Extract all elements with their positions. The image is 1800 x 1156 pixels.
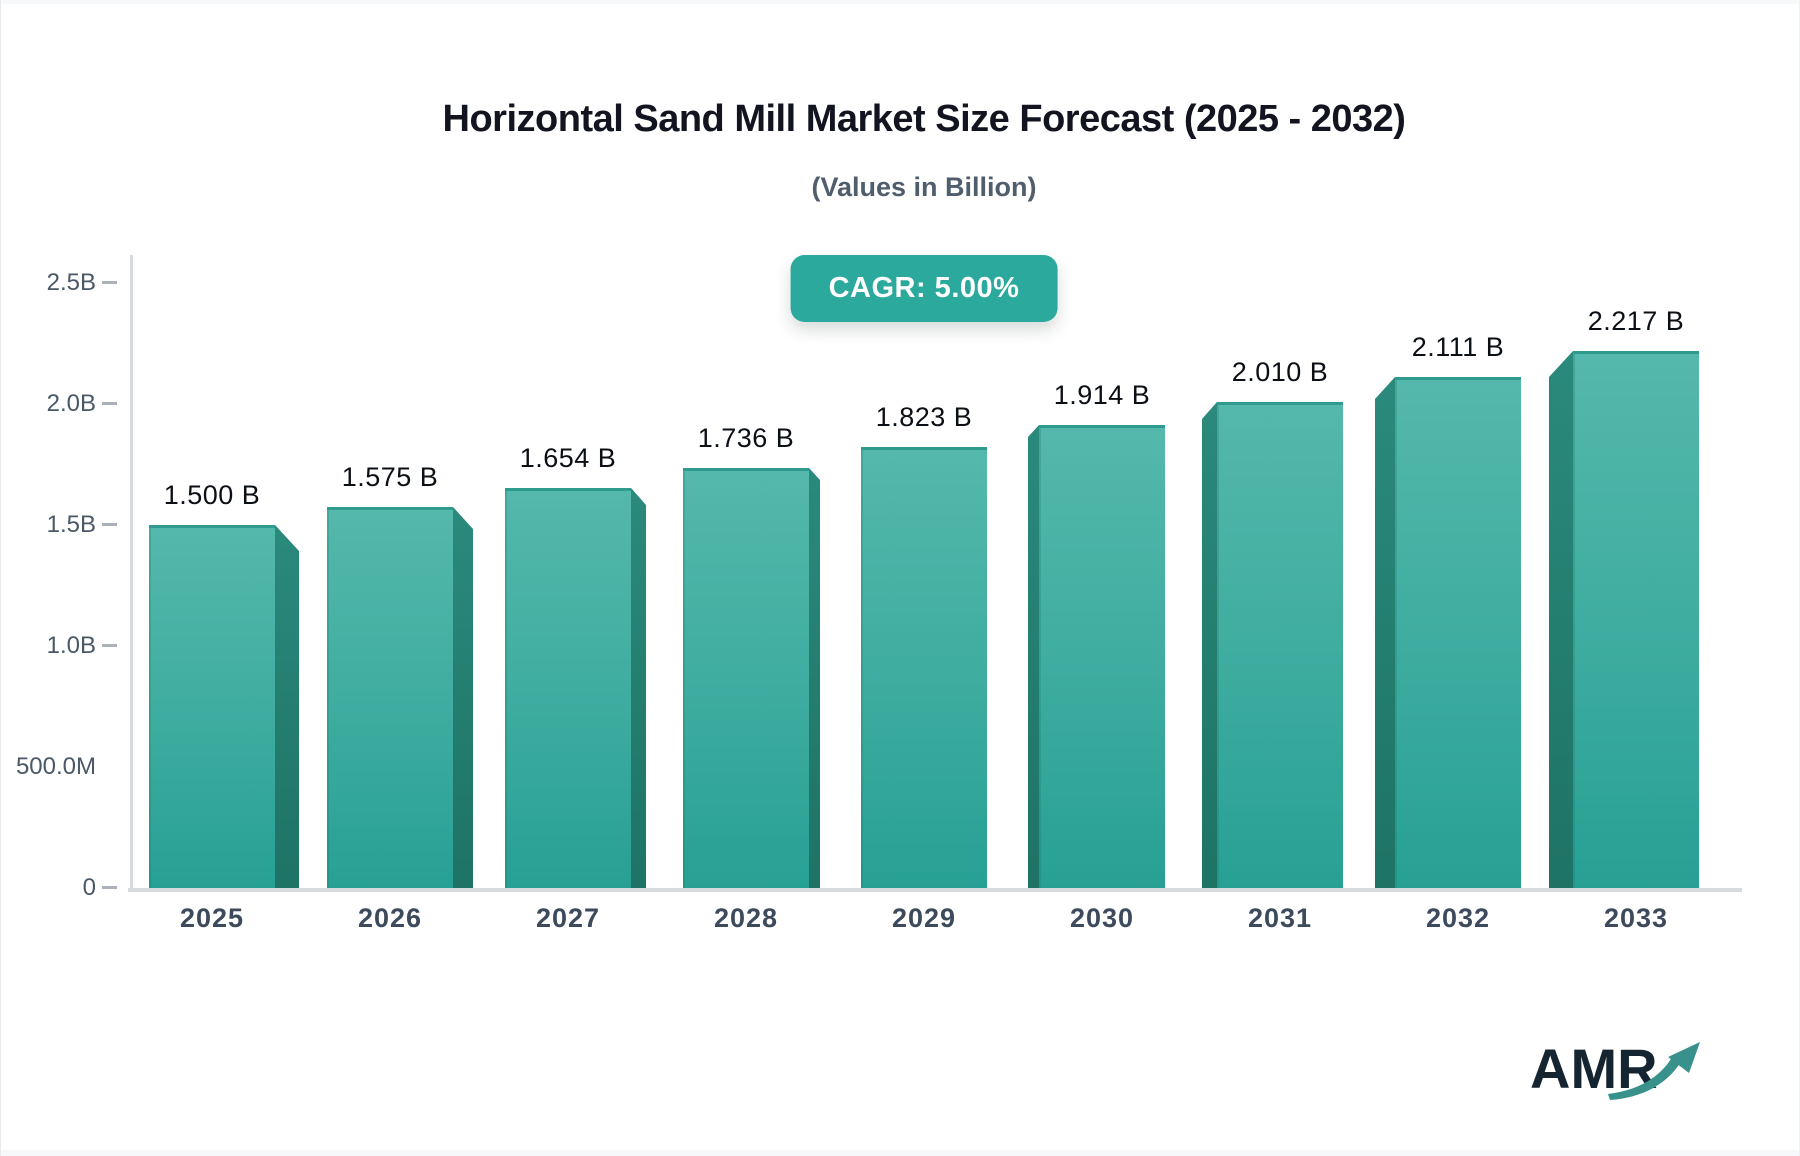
- bar-value-label: 2.217 B: [1587, 306, 1685, 336]
- y-axis-tick: [102, 886, 117, 889]
- page-edge-left: [0, 0, 1, 1156]
- x-axis-line: [128, 888, 1742, 892]
- x-axis-label-2029: 2029: [891, 903, 957, 933]
- bar-value-label: 1.736 B: [697, 423, 795, 453]
- bar-2025: [149, 525, 275, 888]
- bar-2032: [1395, 377, 1521, 888]
- bar-value-label: 1.914 B: [1053, 380, 1151, 410]
- bar-2030: [1039, 425, 1165, 888]
- cagr-badge: CAGR: 5.00%: [790, 255, 1058, 322]
- chart-subtitle: (Values in Billion): [811, 172, 1037, 202]
- bar-3d-side-2026: [453, 507, 473, 888]
- y-axis-label: 0: [82, 874, 96, 901]
- x-axis-label-2030: 2030: [1069, 903, 1135, 933]
- y-axis-tick: [102, 281, 117, 284]
- bar-value-label: 1.823 B: [875, 402, 973, 432]
- page-edge-bottom: [0, 1150, 1800, 1156]
- bar-3d-side-2030: [1028, 425, 1039, 888]
- amr-logo: AMR: [1530, 1038, 1730, 1118]
- y-axis-label: 1.5B: [46, 511, 96, 538]
- bar-3d-side-2027: [631, 488, 646, 888]
- bar-value-label: 1.500 B: [163, 480, 261, 510]
- bar-2026: [327, 507, 453, 888]
- page-edge-top: [0, 0, 1800, 4]
- bar-value-label: 2.111 B: [1411, 332, 1505, 362]
- bar-value-label: 1.654 B: [519, 443, 617, 473]
- bar-2028: [683, 468, 809, 888]
- x-axis-label-2027: 2027: [535, 903, 601, 933]
- y-axis-line: [130, 255, 133, 892]
- bar-2033: [1573, 351, 1699, 888]
- y-axis-label: 2.5B: [46, 269, 96, 296]
- y-axis-tick: [102, 644, 117, 647]
- bar-3d-side-2033: [1549, 351, 1573, 888]
- bar-2031: [1217, 402, 1343, 888]
- y-axis-tick: [102, 523, 117, 526]
- x-axis-label-2026: 2026: [357, 903, 423, 933]
- chart-title: Horizontal Sand Mill Market Size Forecas…: [442, 98, 1406, 140]
- bar-2029: [861, 447, 987, 888]
- bar-3d-side-2031: [1202, 402, 1217, 888]
- y-axis-label: 2.0B: [46, 390, 96, 417]
- growth-arrow-icon: [1608, 1042, 1700, 1100]
- bar-3d-side-2025: [275, 525, 299, 888]
- x-axis-label-2031: 2031: [1247, 903, 1313, 933]
- bar-value-label: 1.575 B: [341, 462, 439, 492]
- bar-2027: [505, 488, 631, 888]
- bar-3d-side-2032: [1375, 377, 1395, 888]
- x-axis-label-2032: 2032: [1425, 903, 1491, 933]
- y-axis-tick: [102, 402, 117, 405]
- bar-3d-side-2028: [809, 468, 820, 888]
- x-axis-label-2025: 2025: [179, 903, 245, 933]
- x-axis-label-2033: 2033: [1603, 903, 1669, 933]
- y-axis-label: 500.0M: [15, 753, 96, 780]
- bar-value-label: 2.010 B: [1231, 357, 1329, 387]
- x-axis-label-2028: 2028: [713, 903, 779, 933]
- y-axis-label: 1.0B: [46, 632, 96, 659]
